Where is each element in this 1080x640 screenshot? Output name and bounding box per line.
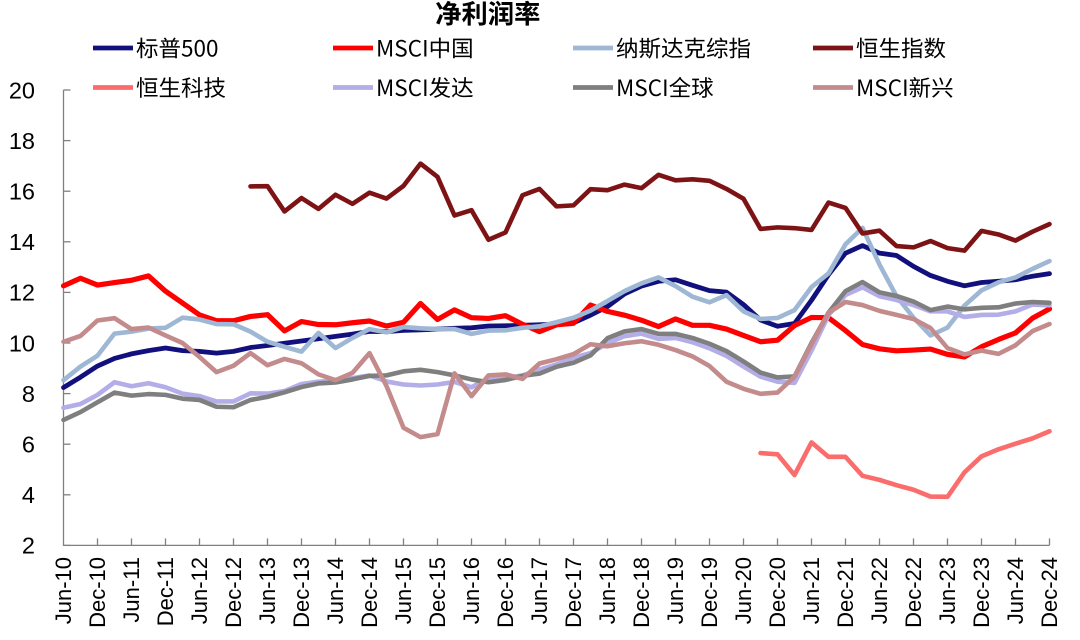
svg-text:Dec-13: Dec-13 bbox=[289, 557, 314, 628]
svg-text:Jun-12: Jun-12 bbox=[187, 557, 212, 624]
svg-text:8: 8 bbox=[22, 381, 35, 407]
svg-text:Jun-14: Jun-14 bbox=[323, 557, 348, 624]
svg-text:Dec-21: Dec-21 bbox=[833, 557, 858, 628]
svg-text:Dec-19: Dec-19 bbox=[697, 557, 722, 628]
svg-text:2: 2 bbox=[22, 533, 35, 559]
svg-text:Jun-21: Jun-21 bbox=[799, 557, 824, 624]
svg-text:Jun-22: Jun-22 bbox=[867, 557, 892, 624]
svg-text:12: 12 bbox=[9, 280, 35, 306]
svg-text:Jun-24: Jun-24 bbox=[1003, 557, 1028, 624]
svg-text:18: 18 bbox=[9, 128, 35, 154]
svg-text:Dec-14: Dec-14 bbox=[357, 557, 382, 628]
svg-text:14: 14 bbox=[9, 229, 35, 255]
svg-text:16: 16 bbox=[9, 179, 35, 205]
svg-text:Dec-16: Dec-16 bbox=[493, 557, 518, 628]
svg-text:Dec-15: Dec-15 bbox=[425, 557, 450, 628]
svg-text:Dec-10: Dec-10 bbox=[85, 557, 110, 628]
svg-text:Dec-22: Dec-22 bbox=[901, 557, 926, 628]
svg-text:Dec-24: Dec-24 bbox=[1037, 557, 1062, 628]
svg-text:Jun-11: Jun-11 bbox=[119, 557, 144, 623]
svg-text:20: 20 bbox=[9, 77, 35, 103]
svg-text:Dec-12: Dec-12 bbox=[221, 557, 246, 628]
svg-text:Dec-17: Dec-17 bbox=[561, 557, 586, 628]
svg-text:Jun-16: Jun-16 bbox=[459, 557, 484, 624]
svg-text:Dec-18: Dec-18 bbox=[629, 557, 654, 628]
svg-text:Jun-20: Jun-20 bbox=[731, 557, 756, 624]
svg-text:Jun-15: Jun-15 bbox=[391, 557, 416, 624]
svg-text:4: 4 bbox=[22, 482, 35, 508]
svg-text:Jun-17: Jun-17 bbox=[527, 557, 552, 624]
svg-text:Dec-11: Dec-11 bbox=[153, 557, 178, 626]
svg-text:Jun-18: Jun-18 bbox=[595, 557, 620, 624]
svg-text:10: 10 bbox=[9, 330, 35, 356]
svg-text:Jun-13: Jun-13 bbox=[255, 557, 280, 624]
svg-text:Jun-23: Jun-23 bbox=[935, 557, 960, 624]
svg-text:Dec-23: Dec-23 bbox=[969, 557, 994, 628]
svg-text:6: 6 bbox=[22, 432, 35, 458]
svg-text:Jun-10: Jun-10 bbox=[51, 557, 76, 624]
svg-text:Jun-19: Jun-19 bbox=[663, 557, 688, 624]
svg-text:Dec-20: Dec-20 bbox=[765, 557, 790, 628]
